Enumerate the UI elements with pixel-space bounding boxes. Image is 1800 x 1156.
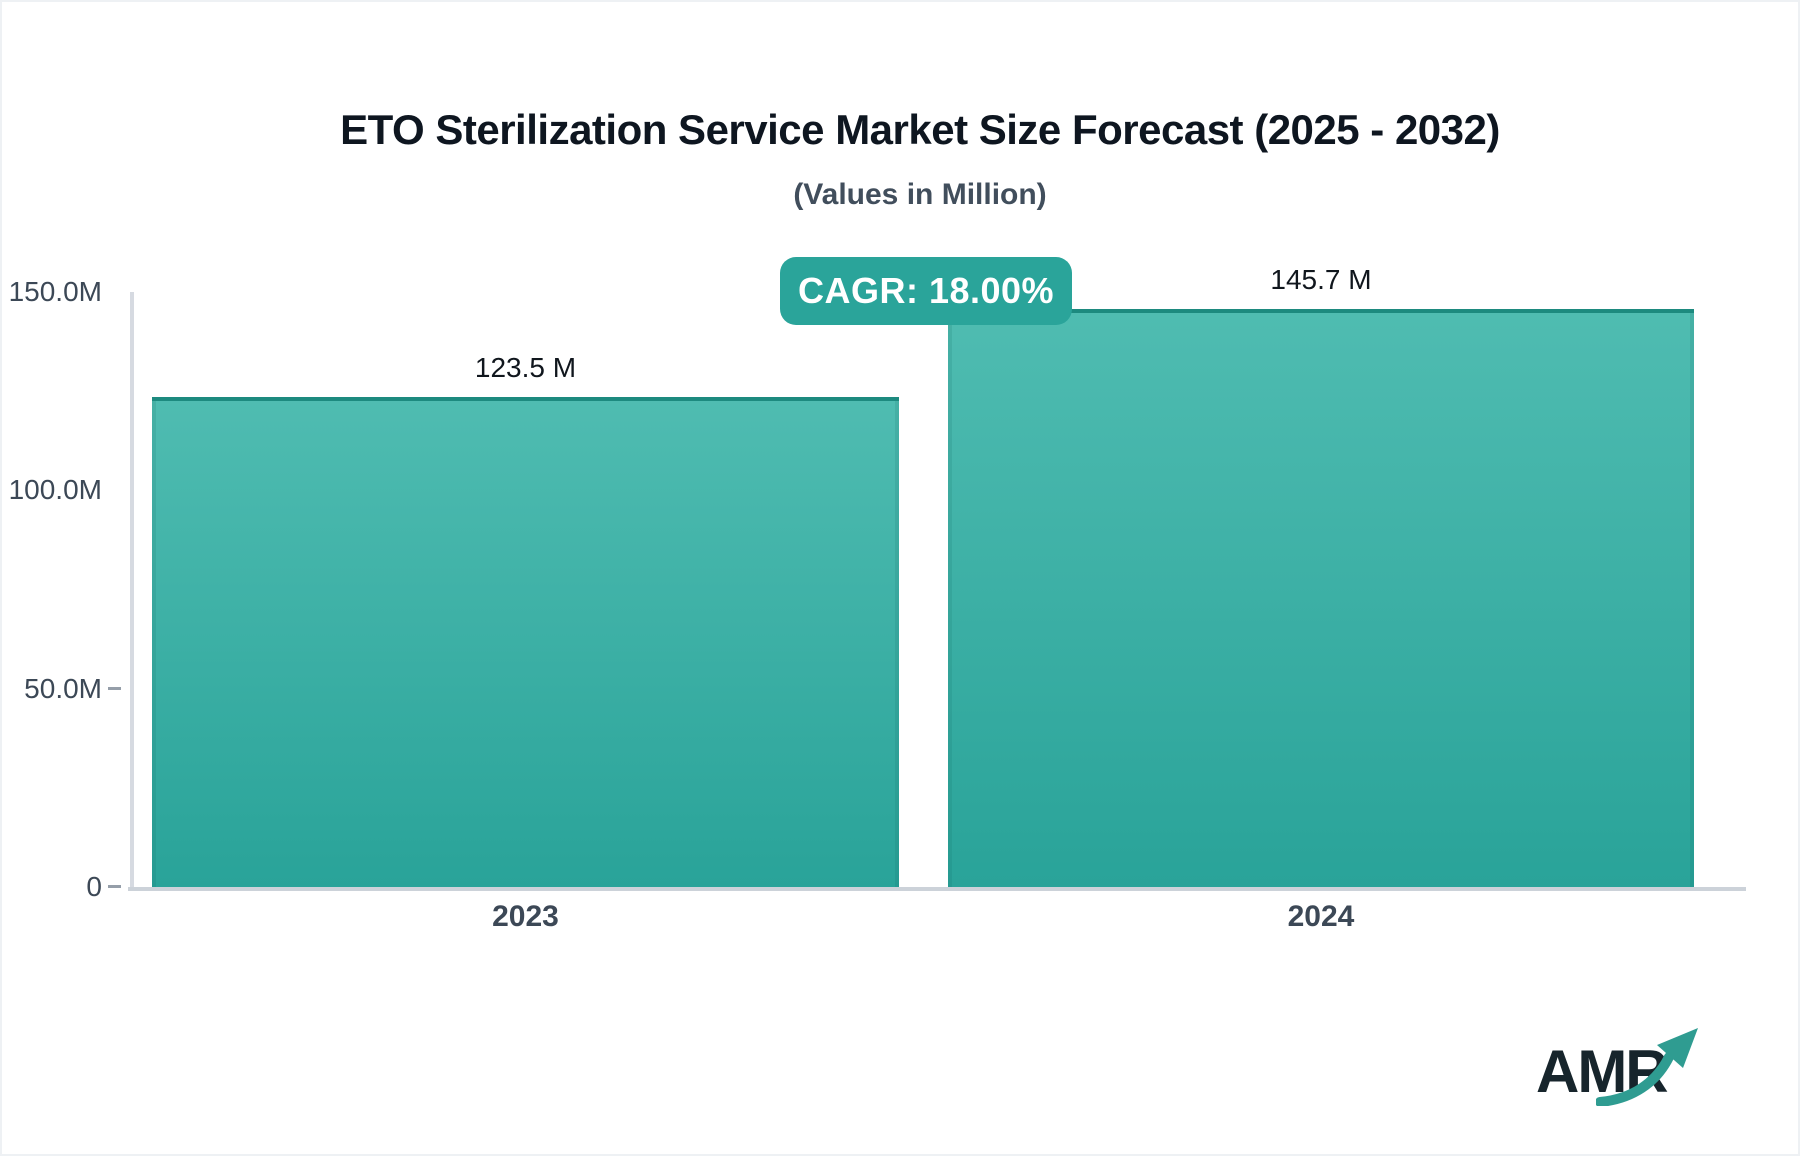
bar-value-label: 123.5 M (474, 352, 577, 384)
y-tick-dash (108, 885, 121, 888)
amr-logo: AMR (1532, 1024, 1722, 1119)
y-tick-dash (108, 686, 121, 690)
y-axis-line (130, 292, 134, 889)
amr-logo-text: AMR (1536, 1038, 1669, 1105)
x-tick-label: 2024 (1287, 900, 1355, 933)
growth-arrow-icon (1596, 1028, 1698, 1106)
bar-value-label: 145.7 M (1270, 264, 1372, 296)
y-tick-label: 0 (86, 871, 102, 902)
bar-2023 (152, 397, 899, 887)
cagr-badge: CAGR: 18.00% (780, 257, 1072, 325)
chart-header: ETO Sterilization Service Market Size Fo… (62, 106, 1778, 212)
x-axis-line (128, 887, 1746, 891)
x-tick-label: 2023 (492, 900, 559, 933)
y-tick-label: 150.0M (8, 276, 102, 307)
y-tick-label: 100.0M (8, 474, 102, 506)
cagr-badge-label: CAGR: 18.00% (797, 270, 1055, 311)
y-tick-label: 50.0M (24, 672, 102, 704)
chart-subtitle: (Values in Million) (793, 178, 1047, 211)
bar-2024 (948, 309, 1694, 887)
chart-title: ETO Sterilization Service Market Size Fo… (340, 106, 1500, 153)
